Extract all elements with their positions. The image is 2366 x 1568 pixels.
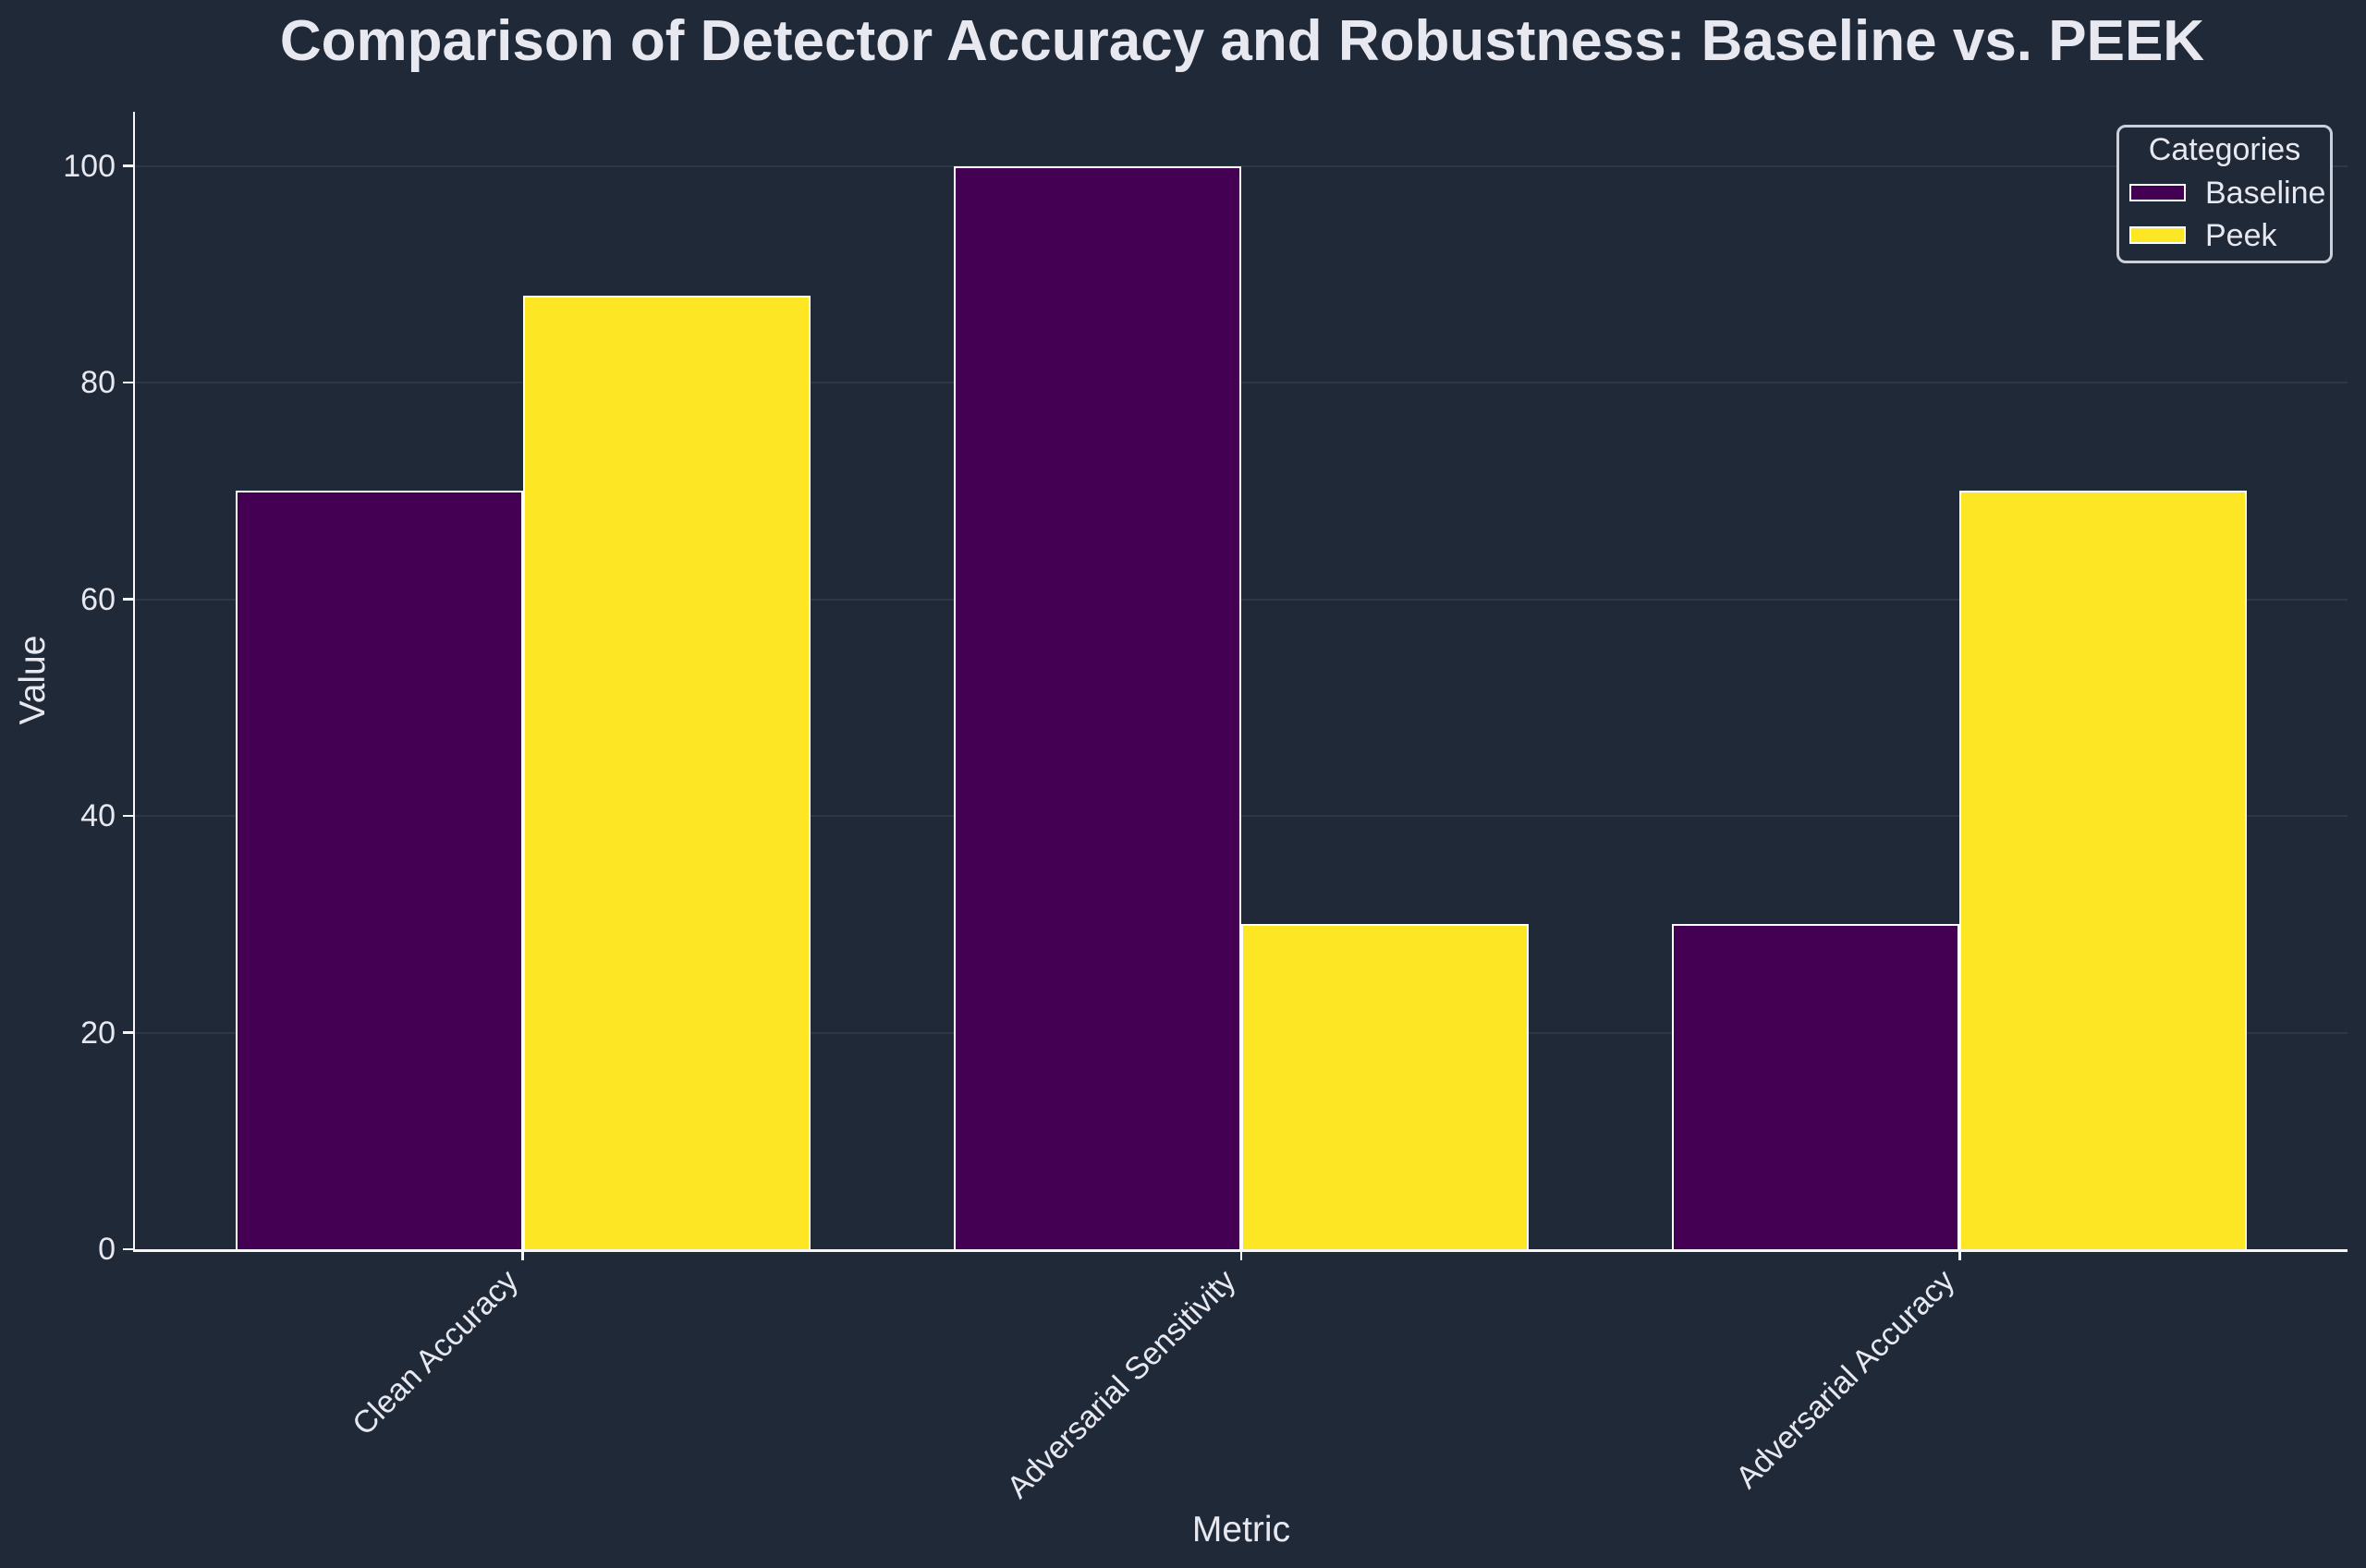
x-tick-1 bbox=[1239, 1251, 1243, 1260]
legend-label-peek: Peek bbox=[2205, 217, 2277, 253]
y-tick-label-40: 40 bbox=[80, 798, 116, 834]
gridline-y-40 bbox=[135, 815, 2348, 818]
x-axis-label: Metric bbox=[1191, 1510, 1291, 1550]
y-axis-label: Value bbox=[13, 635, 53, 725]
x-axis-spine bbox=[132, 1249, 2348, 1252]
legend-item-peek: Peek bbox=[2119, 217, 2330, 254]
bar-baseline-1 bbox=[954, 165, 1241, 1250]
y-tick-label-80: 80 bbox=[80, 365, 116, 401]
x-tick-2 bbox=[1958, 1251, 1961, 1260]
y-tick-label-0: 0 bbox=[98, 1232, 116, 1267]
bar-baseline-0 bbox=[235, 491, 523, 1250]
bar-baseline-2 bbox=[1672, 924, 1960, 1250]
gridline-y-100 bbox=[135, 164, 2348, 167]
bar-peek-2 bbox=[1959, 491, 2248, 1250]
bar-peek-1 bbox=[1241, 924, 1529, 1250]
x-tick-label-1: Adversarial Sensitivity bbox=[1000, 1262, 1243, 1505]
x-tick-label-2: Adversarial Accuracy bbox=[1728, 1262, 1962, 1495]
chart-title: Comparison of Detector Accuracy and Robu… bbox=[279, 9, 2205, 73]
y-tick-20 bbox=[122, 1031, 133, 1034]
legend: Categories Baseline Peek bbox=[2116, 125, 2333, 263]
legend-swatch-peek bbox=[2129, 225, 2186, 244]
legend-swatch-baseline bbox=[2129, 184, 2186, 201]
y-tick-label-100: 100 bbox=[63, 148, 116, 184]
gridline-y-60 bbox=[135, 598, 2348, 601]
y-tick-80 bbox=[122, 381, 133, 384]
x-tick-label-0: Clean Accuracy bbox=[345, 1262, 525, 1442]
bar-peek-0 bbox=[522, 296, 811, 1250]
y-tick-label-60: 60 bbox=[80, 581, 116, 617]
legend-title: Categories bbox=[2148, 132, 2301, 167]
legend-item-baseline: Baseline bbox=[2119, 175, 2330, 212]
x-tick-0 bbox=[521, 1251, 524, 1260]
y-tick-60 bbox=[122, 598, 133, 601]
y-tick-label-20: 20 bbox=[80, 1015, 116, 1051]
gridline-y-80 bbox=[135, 382, 2348, 384]
y-axis-spine bbox=[132, 112, 135, 1252]
legend-label-baseline: Baseline bbox=[2205, 176, 2326, 211]
y-tick-0 bbox=[122, 1247, 133, 1251]
y-tick-100 bbox=[122, 164, 133, 167]
y-tick-40 bbox=[122, 814, 133, 818]
